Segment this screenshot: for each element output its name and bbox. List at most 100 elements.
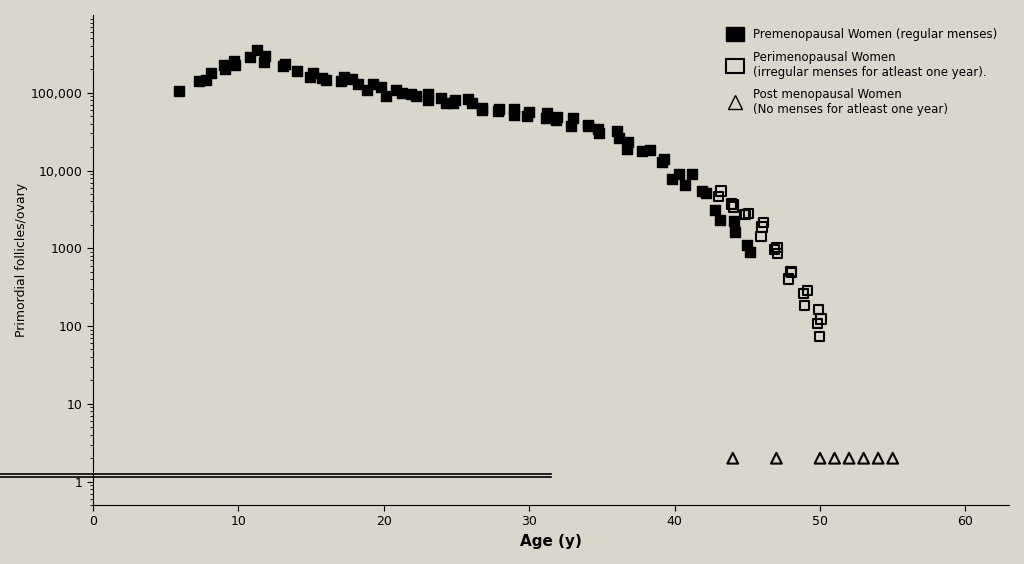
Perimenopausal Women
(irregular menses for atleast one year).	[799, 286, 815, 295]
Premenopausal Women (regular menses)	[387, 86, 403, 95]
Perimenopausal Women
(irregular menses for atleast one year).	[796, 289, 812, 298]
Premenopausal Women (regular menses)	[433, 94, 450, 103]
Premenopausal Women (regular menses)	[403, 89, 420, 98]
Post menopausal Women
(No menses for atleast one year)	[725, 453, 741, 462]
Perimenopausal Women
(irregular menses for atleast one year).	[736, 210, 753, 219]
Premenopausal Women (regular menses)	[726, 217, 742, 226]
Premenopausal Women (regular menses)	[409, 92, 425, 101]
Post menopausal Women
(No menses for atleast one year)	[870, 453, 887, 462]
Premenopausal Women (regular menses)	[446, 95, 463, 104]
Premenopausal Women (regular menses)	[317, 75, 334, 84]
Premenopausal Women (regular menses)	[580, 122, 596, 131]
Premenopausal Women (regular menses)	[275, 62, 292, 71]
Premenopausal Women (regular menses)	[333, 77, 349, 86]
Premenopausal Women (regular menses)	[358, 86, 375, 95]
Premenopausal Women (regular menses)	[538, 113, 554, 122]
Premenopausal Women (regular menses)	[474, 105, 490, 114]
Premenopausal Women (regular menses)	[460, 95, 476, 104]
Premenopausal Women (regular menses)	[712, 215, 728, 224]
Post menopausal Women
(No menses for atleast one year)	[768, 453, 784, 462]
Y-axis label: Primordial follicles/ovary: Primordial follicles/ovary	[15, 183, 28, 337]
Premenopausal Women (regular menses)	[563, 122, 580, 131]
Perimenopausal Women
(irregular menses for atleast one year).	[769, 249, 785, 258]
Premenopausal Women (regular menses)	[634, 147, 650, 156]
Premenopausal Women (regular menses)	[226, 57, 243, 66]
Perimenopausal Women
(irregular menses for atleast one year).	[726, 200, 742, 209]
Premenopausal Women (regular menses)	[171, 86, 187, 95]
Premenopausal Women (regular menses)	[671, 169, 687, 178]
Premenopausal Women (regular menses)	[242, 53, 258, 62]
Perimenopausal Women
(irregular menses for atleast one year).	[810, 305, 826, 314]
Legend: Premenopausal Women (regular menses), Perimenopausal Women
(irregular menses for: Premenopausal Women (regular menses), Pe…	[720, 21, 1004, 122]
Perimenopausal Women
(irregular menses for atleast one year).	[780, 275, 797, 284]
Premenopausal Women (regular menses)	[591, 129, 607, 138]
Premenopausal Women (regular menses)	[217, 65, 233, 74]
Premenopausal Women (regular menses)	[278, 59, 294, 68]
Premenopausal Women (regular menses)	[590, 125, 606, 134]
Premenopausal Women (regular menses)	[313, 73, 330, 82]
Perimenopausal Women
(irregular menses for atleast one year).	[811, 332, 827, 341]
Perimenopausal Women
(irregular menses for atleast one year).	[737, 210, 754, 219]
Premenopausal Women (regular menses)	[366, 80, 382, 89]
Premenopausal Women (regular menses)	[549, 112, 565, 121]
Premenopausal Women (regular menses)	[609, 126, 626, 135]
Premenopausal Women (regular menses)	[420, 95, 436, 104]
Premenopausal Women (regular menses)	[611, 134, 628, 143]
Premenopausal Women (regular menses)	[520, 107, 537, 116]
Premenopausal Women (regular menses)	[420, 89, 436, 98]
Premenopausal Women (regular menses)	[336, 73, 352, 82]
X-axis label: Age (y): Age (y)	[520, 534, 582, 549]
Post menopausal Women
(No menses for atleast one year)	[885, 453, 901, 462]
Premenopausal Women (regular menses)	[473, 103, 489, 112]
Premenopausal Women (regular menses)	[642, 145, 658, 154]
Premenopausal Women (regular menses)	[738, 241, 755, 250]
Premenopausal Women (regular menses)	[290, 67, 306, 76]
Perimenopausal Women
(irregular menses for atleast one year).	[783, 267, 800, 276]
Perimenopausal Women
(irregular menses for atleast one year).	[813, 315, 829, 324]
Perimenopausal Women
(irregular menses for atleast one year).	[740, 209, 757, 218]
Post menopausal Women
(No menses for atleast one year)	[812, 453, 828, 462]
Premenopausal Women (regular menses)	[490, 104, 507, 113]
Premenopausal Women (regular menses)	[741, 248, 758, 257]
Premenopausal Women (regular menses)	[344, 75, 360, 84]
Post menopausal Women
(No menses for atleast one year)	[841, 453, 857, 462]
Perimenopausal Women
(irregular menses for atleast one year).	[809, 319, 825, 328]
Premenopausal Women (regular menses)	[655, 155, 672, 164]
Perimenopausal Women
(irregular menses for atleast one year).	[754, 222, 770, 231]
Premenopausal Women (regular menses)	[216, 61, 232, 70]
Premenopausal Women (regular menses)	[694, 186, 711, 195]
Premenopausal Women (regular menses)	[548, 115, 564, 124]
Perimenopausal Women
(irregular menses for atleast one year).	[769, 243, 785, 252]
Perimenopausal Women
(irregular menses for atleast one year).	[711, 192, 727, 201]
Premenopausal Women (regular menses)	[227, 60, 244, 69]
Perimenopausal Women
(irregular menses for atleast one year).	[753, 232, 769, 241]
Premenopausal Women (regular menses)	[620, 144, 636, 153]
Premenopausal Women (regular menses)	[490, 107, 507, 116]
Premenopausal Women (regular menses)	[437, 99, 454, 108]
Premenopausal Women (regular menses)	[727, 227, 743, 236]
Premenopausal Women (regular menses)	[539, 108, 555, 117]
Premenopausal Women (regular menses)	[305, 68, 322, 77]
Premenopausal Women (regular menses)	[664, 174, 680, 183]
Premenopausal Women (regular menses)	[684, 169, 700, 178]
Premenopausal Women (regular menses)	[378, 91, 394, 100]
Perimenopausal Women
(irregular menses for atleast one year).	[755, 218, 771, 227]
Premenopausal Women (regular menses)	[506, 104, 522, 113]
Perimenopausal Women
(irregular menses for atleast one year).	[767, 245, 783, 254]
Perimenopausal Women
(irregular menses for atleast one year).	[723, 200, 739, 209]
Premenopausal Women (regular menses)	[519, 112, 536, 121]
Premenopausal Women (regular menses)	[444, 98, 461, 107]
Premenopausal Women (regular menses)	[349, 80, 366, 89]
Premenopausal Women (regular menses)	[464, 99, 480, 108]
Premenopausal Women (regular menses)	[301, 72, 317, 81]
Perimenopausal Women
(irregular menses for atleast one year).	[726, 202, 742, 212]
Premenopausal Women (regular menses)	[249, 46, 265, 55]
Perimenopausal Women
(irregular menses for atleast one year).	[797, 301, 813, 310]
Premenopausal Women (regular menses)	[203, 69, 219, 78]
Premenopausal Women (regular menses)	[505, 110, 521, 119]
Premenopausal Women (regular menses)	[698, 189, 715, 198]
Premenopausal Women (regular menses)	[565, 113, 582, 122]
Premenopausal Women (regular menses)	[580, 121, 596, 130]
Perimenopausal Women
(irregular menses for atleast one year).	[783, 268, 800, 277]
Post menopausal Women
(No menses for atleast one year)	[826, 453, 843, 462]
